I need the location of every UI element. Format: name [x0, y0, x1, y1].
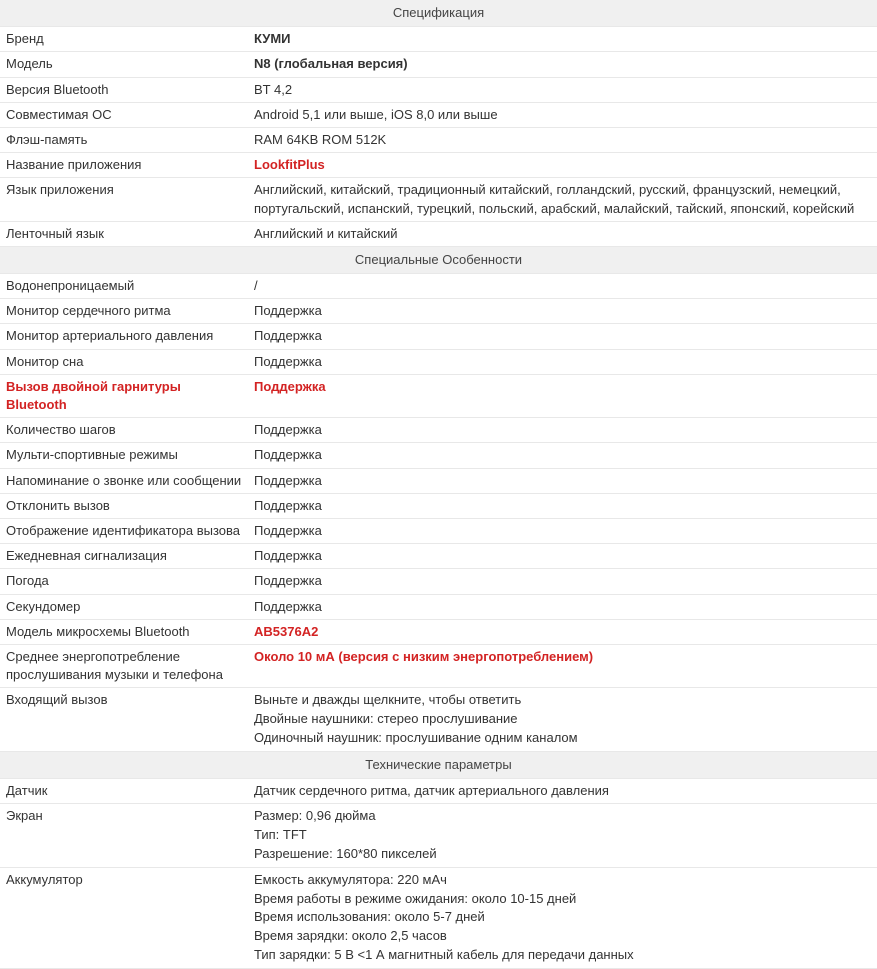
spec-value: Английский, китайский, традиционный кита… [248, 178, 877, 221]
spec-value-line: Тип: TFT [254, 826, 871, 845]
spec-label: Отклонить вызов [0, 493, 248, 518]
section-title: Спецификация [0, 0, 877, 27]
spec-value-line: Выньте и дважды щелкните, чтобы ответить [254, 691, 871, 710]
spec-value: AB5376A2 [248, 619, 877, 644]
spec-value: Поддержка [248, 569, 877, 594]
spec-row: Монитор артериального давленияПоддержка [0, 324, 877, 349]
spec-row: Монитор снаПоддержка [0, 349, 877, 374]
spec-row: СекундомерПоддержка [0, 594, 877, 619]
spec-value-line: Время зарядки: около 2,5 часов [254, 927, 871, 946]
spec-value: Датчик сердечного ритма, датчик артериал… [248, 778, 877, 803]
spec-value-line: Разрешение: 160*80 пикселей [254, 845, 871, 864]
spec-row: Отображение идентификатора вызоваПоддерж… [0, 518, 877, 543]
spec-label: Среднее энергопотребление прослушивания … [0, 644, 248, 687]
spec-value-line: Время использования: около 5-7 дней [254, 908, 871, 927]
spec-label: Вызов двойной гарнитуры Bluetooth [0, 374, 248, 417]
spec-value-line: Размер: 0,96 дюйма [254, 807, 871, 826]
spec-label: Погода [0, 569, 248, 594]
spec-row: БрендКУМИ [0, 27, 877, 52]
section-header: Специальные Особенности [0, 246, 877, 273]
spec-label: Ленточный язык [0, 221, 248, 246]
spec-row: Язык приложенияАнглийский, китайский, тр… [0, 178, 877, 221]
spec-label: Совместимая ОС [0, 102, 248, 127]
spec-label: Бренд [0, 27, 248, 52]
spec-row: Название приложенияLookfitPlus [0, 153, 877, 178]
spec-label: Количество шагов [0, 418, 248, 443]
spec-label: Отображение идентификатора вызова [0, 518, 248, 543]
spec-label: Монитор сна [0, 349, 248, 374]
spec-label: Напоминание о звонке или сообщении [0, 468, 248, 493]
spec-value: Android 5,1 или выше, iOS 8,0 или выше [248, 102, 877, 127]
spec-value-line: Одиночный наушник: прослушивание одним к… [254, 729, 871, 748]
spec-row: Напоминание о звонке или сообщенииПоддер… [0, 468, 877, 493]
spec-value: RAM 64KB ROM 512K [248, 127, 877, 152]
spec-label: Модель [0, 52, 248, 77]
spec-label: Монитор сердечного ритма [0, 299, 248, 324]
spec-value: BT 4,2 [248, 77, 877, 102]
spec-label: Монитор артериального давления [0, 324, 248, 349]
spec-value-line: Тип зарядки: 5 В <1 А магнитный кабель д… [254, 946, 871, 965]
spec-value: Емкость аккумулятора: 220 мАчВремя работ… [248, 867, 877, 968]
spec-label: Версия Bluetooth [0, 77, 248, 102]
spec-value: Около 10 мА (версия с низким энергопотре… [248, 644, 877, 687]
spec-label: Водонепроницаемый [0, 274, 248, 299]
spec-label: Датчик [0, 778, 248, 803]
spec-value-line: Время работы в режиме ожидания: около 10… [254, 890, 871, 909]
spec-label: Мульти-спортивные режимы [0, 443, 248, 468]
spec-row: Мульти-спортивные режимыПоддержка [0, 443, 877, 468]
spec-value: / [248, 274, 877, 299]
spec-row: ЭкранРазмер: 0,96 дюймаТип: TFTРазрешени… [0, 804, 877, 868]
spec-value: LookfitPlus [248, 153, 877, 178]
spec-value-line: Емкость аккумулятора: 220 мАч [254, 871, 871, 890]
spec-value: N8 (глобальная версия) [248, 52, 877, 77]
section-title: Технические параметры [0, 751, 877, 778]
section-header: Технические параметры [0, 751, 877, 778]
spec-label: Экран [0, 804, 248, 868]
spec-label: Модель микросхемы Bluetooth [0, 619, 248, 644]
spec-label: Ежедневная сигнализация [0, 544, 248, 569]
spec-label: Секундомер [0, 594, 248, 619]
spec-value: Поддержка [248, 518, 877, 543]
spec-label: Язык приложения [0, 178, 248, 221]
spec-label: Аккумулятор [0, 867, 248, 968]
spec-value: Поддержка [248, 594, 877, 619]
spec-row: ПогодаПоддержка [0, 569, 877, 594]
spec-row: Ежедневная сигнализацияПоддержка [0, 544, 877, 569]
spec-row: Отклонить вызовПоддержка [0, 493, 877, 518]
spec-value: Поддержка [248, 418, 877, 443]
spec-row: ДатчикДатчик сердечного ритма, датчик ар… [0, 778, 877, 803]
spec-label: Название приложения [0, 153, 248, 178]
spec-row: Совместимая ОСAndroid 5,1 или выше, iOS … [0, 102, 877, 127]
spec-value: Английский и китайский [248, 221, 877, 246]
section-header: Спецификация [0, 0, 877, 27]
spec-row: Модель микросхемы BluetoothAB5376A2 [0, 619, 877, 644]
spec-value: Размер: 0,96 дюймаТип: TFTРазрешение: 16… [248, 804, 877, 868]
spec-row: МодельN8 (глобальная версия) [0, 52, 877, 77]
spec-row: АккумуляторЕмкость аккумулятора: 220 мАч… [0, 867, 877, 968]
spec-value: Поддержка [248, 374, 877, 417]
spec-value: Поддержка [248, 349, 877, 374]
spec-label: Флэш-память [0, 127, 248, 152]
spec-value: Поддержка [248, 468, 877, 493]
section-title: Специальные Особенности [0, 246, 877, 273]
spec-row: Вызов двойной гарнитуры BluetoothПоддерж… [0, 374, 877, 417]
spec-value: Поддержка [248, 324, 877, 349]
spec-value: Поддержка [248, 544, 877, 569]
spec-row: Ленточный языкАнглийский и китайский [0, 221, 877, 246]
spec-row: Среднее энергопотребление прослушивания … [0, 644, 877, 687]
spec-row: Водонепроницаемый/ [0, 274, 877, 299]
spec-value: Поддержка [248, 443, 877, 468]
spec-value: Поддержка [248, 493, 877, 518]
spec-value: Поддержка [248, 299, 877, 324]
spec-row: Версия BluetoothBT 4,2 [0, 77, 877, 102]
spec-row: Флэш-памятьRAM 64KB ROM 512K [0, 127, 877, 152]
spec-table: СпецификацияБрендКУМИМодельN8 (глобальна… [0, 0, 877, 969]
spec-value: КУМИ [248, 27, 877, 52]
spec-row: Количество шаговПоддержка [0, 418, 877, 443]
spec-row: Монитор сердечного ритмаПоддержка [0, 299, 877, 324]
